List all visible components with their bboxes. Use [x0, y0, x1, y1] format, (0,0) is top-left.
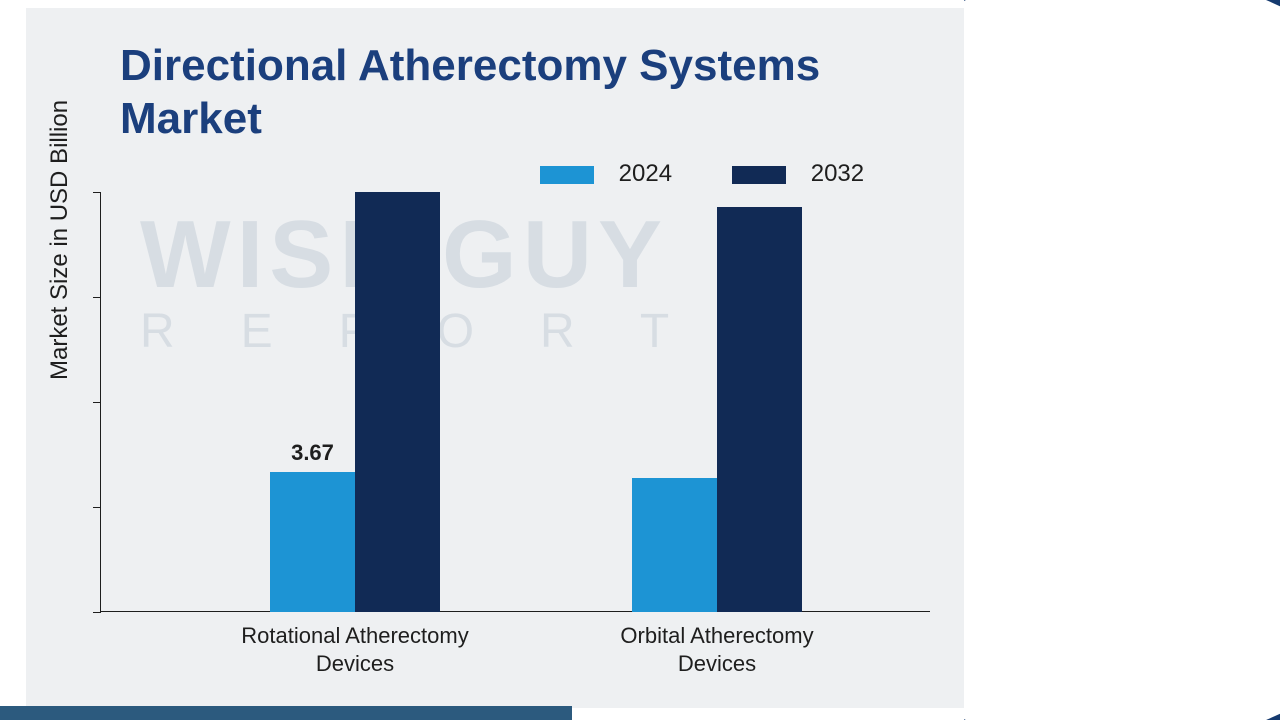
legend-label-2024: 2024: [619, 160, 672, 187]
plot-area: 3.67 Rotational Atherectomy Devices Orbi…: [100, 192, 930, 612]
legend-swatch-2032: [732, 166, 786, 184]
bar-2032-1: [717, 207, 802, 612]
legend: 2024 2032: [540, 160, 864, 188]
legend-item-2024: 2024: [540, 160, 672, 188]
y-axis: [100, 192, 101, 612]
stage: Directional Atherectomy Systems Market W…: [0, 0, 1280, 720]
category-label-0: Rotational Atherectomy Devices: [235, 622, 475, 677]
bar-2024-1: [632, 478, 717, 612]
bar-value-label: 3.67: [291, 440, 334, 466]
bar-group-0: 3.67: [270, 192, 510, 612]
bar-2032-0: [355, 192, 440, 612]
bar-2024-0: 3.67: [270, 472, 355, 612]
legend-label-2032: 2032: [811, 160, 864, 187]
page-title: Directional Atherectomy Systems Market: [120, 40, 840, 146]
legend-item-2032: 2032: [732, 160, 864, 188]
category-label-1: Orbital Atherectomy Devices: [597, 622, 837, 677]
bottom-accent-bar: [0, 706, 572, 720]
brand-head-icon: [1142, 26, 1262, 146]
y-axis-label: Market Size in USD Billion: [46, 100, 74, 380]
legend-swatch-2024: [540, 166, 594, 184]
bar-group-1: [632, 207, 872, 612]
